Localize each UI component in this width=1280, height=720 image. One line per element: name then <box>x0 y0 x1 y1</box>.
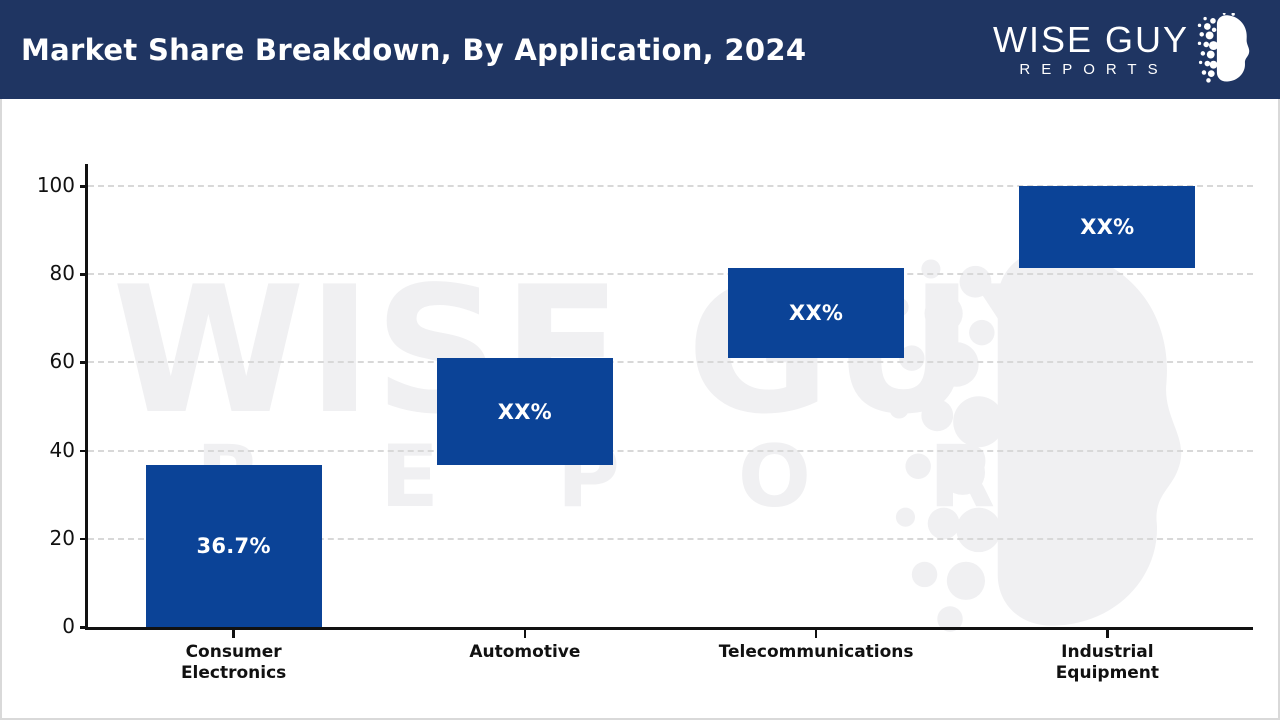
bar-industrial-equipment: XX% <box>1019 186 1196 269</box>
bar-value-label: 36.7% <box>196 534 271 559</box>
bar-consumer-electronics: 36.7% <box>145 465 322 627</box>
x-tick-label-line: Consumer <box>185 642 282 662</box>
bar-telecommunications: XX% <box>728 268 905 359</box>
y-tick-label-40: 40 <box>49 437 75 462</box>
y-tick-60 <box>80 361 88 364</box>
x-tick-telecommunications <box>814 630 818 638</box>
header: Market Share Breakdown, By Application, … <box>0 0 1280 99</box>
y-tick-label-100: 100 <box>36 173 75 198</box>
x-axis <box>85 627 1253 630</box>
gridline-80 <box>88 273 1253 276</box>
gridline-100 <box>88 185 1253 188</box>
y-axis <box>85 164 88 630</box>
x-tick-label-line: Industrial <box>1061 642 1154 662</box>
bar-automotive: XX% <box>436 358 613 466</box>
x-tick-label-line: Equipment <box>1055 663 1160 683</box>
y-tick-label-20: 20 <box>49 525 75 550</box>
plot: 0 20 40 60 80 100 36.7% Consumer Electronics XX% A… <box>0 99 1280 720</box>
x-tick-consumer-electronics <box>232 630 235 638</box>
bar-value-label: XX% <box>788 301 844 326</box>
chart-area: WISE GUY R E P O R T S 0 20 40 60 80 100 36.7%… <box>0 99 1280 720</box>
y-tick-label-80: 80 <box>49 261 75 286</box>
wise-guy-head-icon <box>1197 13 1250 83</box>
y-tick-40 <box>80 449 88 453</box>
x-tick-label-line: Telecommunications <box>718 642 914 662</box>
y-tick-label-0: 0 <box>62 614 75 638</box>
y-tick-20 <box>80 537 88 541</box>
brand-subtitle: REPORTS <box>1019 61 1169 78</box>
brand-logo-text: WISE GUY REPORTS <box>992 19 1189 78</box>
page-title: Market Share Breakdown, By Application, … <box>21 32 807 67</box>
x-tick-industrial-equipment <box>1106 630 1109 638</box>
x-tick-label-telecommunications: Telecommunications <box>666 642 966 663</box>
gridline-20 <box>88 537 1253 540</box>
x-tick-label-industrial-equipment: Industrial Equipment <box>957 642 1257 684</box>
bar-value-label: XX% <box>497 399 553 424</box>
gridline-60 <box>88 361 1253 364</box>
y-tick-label-60: 60 <box>49 349 75 374</box>
x-tick-label-line: Electronics <box>180 663 287 683</box>
x-tick-label-automotive: Automotive <box>375 642 675 663</box>
y-tick-100 <box>80 185 88 188</box>
gridline-40 <box>88 449 1253 452</box>
x-tick-label-consumer-electronics: Consumer Electronics <box>84 642 384 684</box>
x-tick-label-line: Automotive <box>469 642 581 662</box>
x-tick-automotive <box>523 630 527 638</box>
y-tick-80 <box>80 273 88 276</box>
brand-logo: WISE GUY REPORTS <box>993 13 1258 86</box>
y-tick-0 <box>80 626 88 629</box>
brand-name: WISE GUY <box>992 19 1189 60</box>
bar-value-label: XX% <box>1080 215 1135 240</box>
